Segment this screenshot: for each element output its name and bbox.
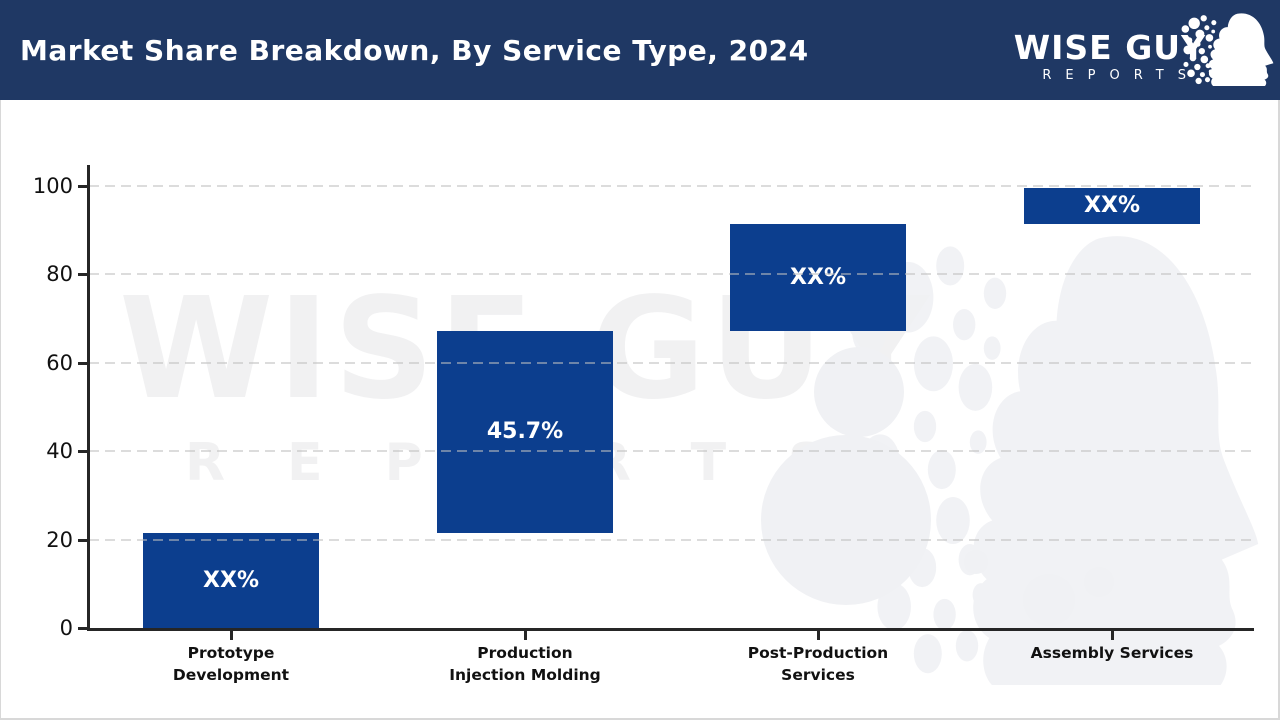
bar-4: XX% — [1024, 187, 1200, 224]
y-tick-label-20: 20 — [46, 527, 73, 552]
x-tick-4 — [1111, 631, 1114, 640]
bar-3: XX% — [730, 223, 906, 331]
bar-value-label: XX% — [203, 567, 259, 593]
y-tick-label-40: 40 — [46, 439, 73, 463]
header-bar: Market Share Breakdown, By Service Type,… — [0, 0, 1280, 100]
wiseguy-logo: WISE GUY REPORTS — [1014, 6, 1274, 94]
bar-value-label: XX% — [790, 264, 846, 290]
x-category-label: Production Injection Molding — [449, 644, 601, 684]
logo-subtext: REPORTS — [1042, 68, 1200, 83]
x-tick-3 — [817, 631, 820, 640]
page-title: Market Share Breakdown, By Service Type,… — [20, 33, 809, 67]
chart-area: WISE GUY REPORTS XX%45.7%XX%XX%020406080… — [0, 100, 1280, 720]
y-tick-0 — [78, 627, 87, 630]
x-axis-spine — [87, 628, 1254, 631]
y-tick-label-60: 60 — [46, 350, 73, 375]
bar-value-label: 45.7% — [486, 419, 564, 445]
y-tick-label-100: 100 — [32, 173, 73, 198]
y-tick-20 — [78, 538, 87, 542]
x-tick-1 — [230, 631, 233, 640]
gridline-100 — [89, 184, 1254, 187]
bar-value-label: XX% — [1084, 193, 1140, 219]
x-category-label: Assembly Services — [1030, 644, 1194, 662]
logo-wordmark: WISE GUY — [1013, 28, 1206, 67]
plot: XX% 45.7% XX% XX% 0 20 40 60 80 100 Prototype Deve… — [1, 100, 1278, 718]
y-tick-80 — [78, 273, 87, 276]
gridline-80 — [89, 273, 1254, 275]
bar-1: XX% — [143, 532, 319, 628]
x-category-label: Post-Production Services — [747, 644, 889, 684]
bar-2: 45.7% — [437, 330, 613, 533]
logo-face-icon — [1179, 10, 1274, 86]
y-tick-label-0: 0 — [59, 616, 73, 640]
y-tick-40 — [78, 450, 87, 453]
x-tick-2 — [524, 631, 527, 640]
watermark-extra-dots — [761, 347, 1114, 626]
y-tick-label-80: 80 — [46, 262, 73, 286]
y-tick-100 — [78, 184, 87, 188]
x-category-label: Prototype Development — [172, 644, 290, 684]
gridline-60 — [89, 361, 1254, 364]
y-axis-spine — [87, 165, 90, 631]
y-tick-60 — [78, 361, 87, 365]
gridline-20 — [89, 538, 1254, 541]
gridline-40 — [89, 450, 1254, 452]
